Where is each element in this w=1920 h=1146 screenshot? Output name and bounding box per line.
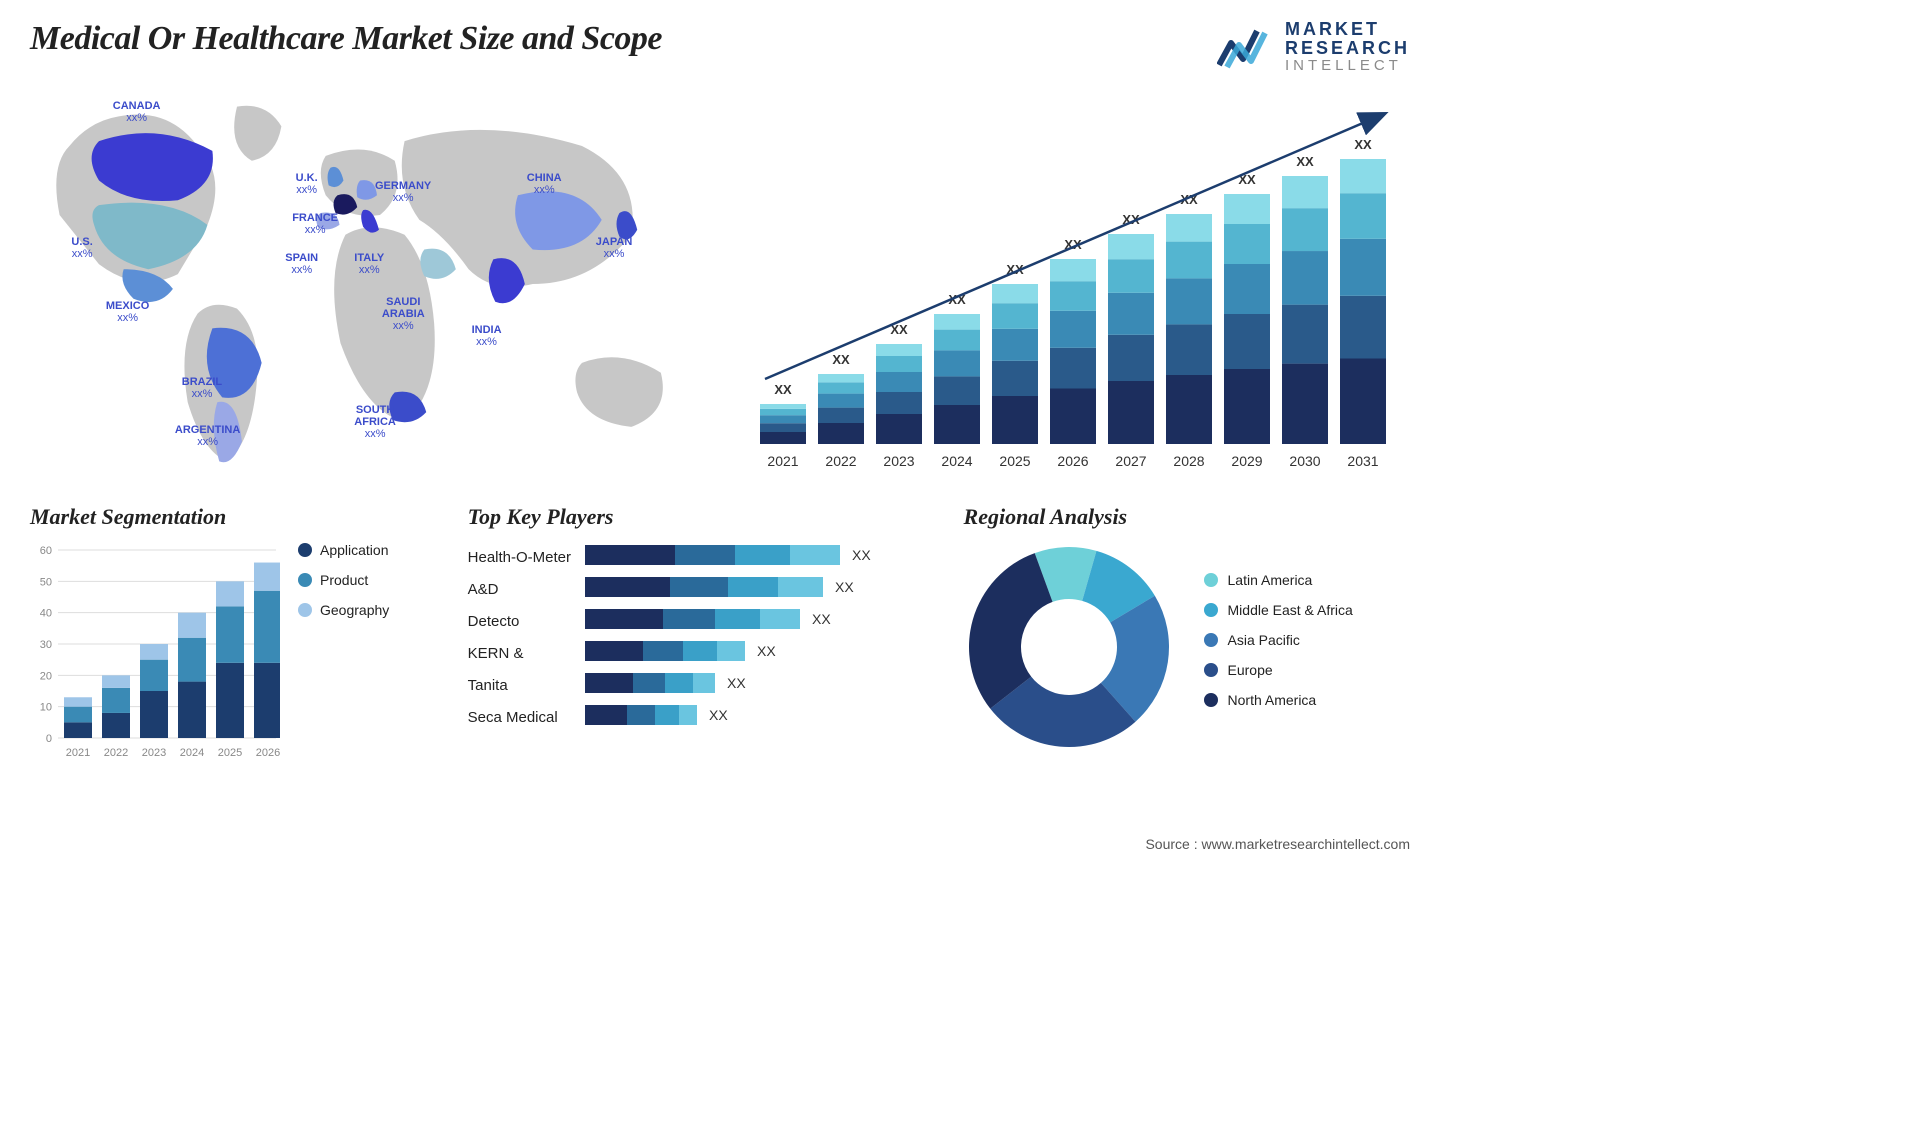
segmentation-section: Market Segmentation 0 10 20 30 40 50 60 2021 202… (30, 504, 438, 762)
svg-text:2026: 2026 (1057, 453, 1088, 469)
svg-text:XX: XX (757, 643, 776, 659)
regional-legend-item: Middle East & Africa (1204, 602, 1353, 618)
svg-text:2021: 2021 (66, 747, 90, 759)
svg-text:20: 20 (40, 670, 52, 682)
svg-text:2022: 2022 (104, 747, 128, 759)
source-attribution: Source : www.marketresearchintellect.com (1145, 836, 1410, 852)
regional-title: Regional Analysis (964, 504, 1410, 530)
svg-text:2022: 2022 (825, 453, 856, 469)
svg-text:2023: 2023 (883, 453, 914, 469)
map-country-label: U.K.xx% (296, 172, 318, 196)
regional-donut (964, 542, 1174, 752)
map-country-label: SOUTHAFRICAxx% (354, 404, 396, 440)
map-country-label: SAUDIARABIAxx% (382, 296, 425, 332)
svg-text:2027: 2027 (1115, 453, 1146, 469)
regional-legend-item: Asia Pacific (1204, 632, 1353, 648)
svg-text:XX: XX (727, 675, 746, 691)
svg-text:XX: XX (709, 707, 728, 723)
segmentation-legend: Application Product Geography (298, 542, 389, 762)
regional-legend-item: Latin America (1204, 572, 1353, 588)
svg-text:XX: XX (1354, 137, 1372, 152)
segmentation-legend-item: Product (298, 572, 389, 588)
player-name: A&D (468, 574, 571, 606)
svg-text:60: 60 (40, 545, 52, 557)
map-country-label: ITALYxx% (354, 252, 384, 276)
logo-line2: RESEARCH (1285, 39, 1410, 58)
player-name: Detecto (468, 606, 571, 638)
map-country-label: CHINAxx% (527, 172, 562, 196)
logo-line1: MARKET (1285, 20, 1410, 39)
players-title: Top Key Players (468, 504, 934, 530)
player-labels: Health-O-MeterA&DDetectoKERN &TanitaSeca… (468, 542, 571, 742)
player-name: Health-O-Meter (468, 542, 571, 574)
svg-text:2025: 2025 (999, 453, 1030, 469)
svg-text:2031: 2031 (1347, 453, 1378, 469)
svg-text:0: 0 (46, 733, 52, 745)
regional-legend: Latin America Middle East & Africa Asia Pa… (1204, 572, 1353, 722)
brand-logo: MARKET RESEARCH INTELLECT (1217, 20, 1410, 74)
segmentation-title: Market Segmentation (30, 504, 438, 530)
logo-line3: INTELLECT (1285, 58, 1410, 74)
page-title: Medical Or Healthcare Market Size and Sc… (30, 20, 662, 58)
player-name: KERN & (468, 638, 571, 670)
svg-text:2029: 2029 (1231, 453, 1262, 469)
segmentation-chart: 0 10 20 30 40 50 60 2021 2022 2023 2024 2025 2026 (30, 542, 280, 762)
svg-text:2024: 2024 (180, 747, 204, 759)
svg-text:XX: XX (774, 382, 792, 397)
svg-text:2023: 2023 (142, 747, 166, 759)
map-country-label: GERMANYxx% (375, 180, 431, 204)
svg-text:2030: 2030 (1289, 453, 1320, 469)
map-country-label: BRAZILxx% (182, 376, 222, 400)
svg-text:XX: XX (812, 611, 831, 627)
regional-legend-item: North America (1204, 692, 1353, 708)
svg-text:XX: XX (832, 352, 850, 367)
map-country-label: ARGENTINAxx% (175, 424, 240, 448)
world-map-panel: CANADAxx% U.S.xx% MEXICOxx% BRAZILxx% ARGENT… (30, 84, 720, 484)
regional-legend-item: Europe (1204, 662, 1353, 678)
svg-text:2025: 2025 (218, 747, 242, 759)
svg-text:40: 40 (40, 607, 52, 619)
player-name: Seca Medical (468, 702, 571, 734)
players-chart: XXXXXXXXXXXX (585, 542, 905, 742)
growth-chart: XX2021XX2022XX2023XX2024XX2025XX2026XX20… (750, 84, 1410, 484)
svg-text:2024: 2024 (941, 453, 972, 469)
map-country-label: CANADAxx% (113, 100, 161, 124)
segmentation-legend-item: Geography (298, 602, 389, 618)
regional-section: Regional Analysis Latin America Middle Ea… (964, 504, 1410, 762)
svg-text:2028: 2028 (1173, 453, 1204, 469)
map-country-label: JAPANxx% (596, 236, 632, 260)
map-country-label: U.S.xx% (71, 236, 92, 260)
map-country-label: INDIAxx% (472, 324, 502, 348)
player-name: Tanita (468, 670, 571, 702)
svg-text:XX: XX (852, 547, 871, 563)
map-country-label: FRANCExx% (292, 212, 338, 236)
segmentation-legend-item: Application (298, 542, 389, 558)
svg-text:2026: 2026 (256, 747, 280, 759)
svg-text:10: 10 (40, 701, 52, 713)
map-country-label: MEXICOxx% (106, 300, 149, 324)
svg-text:30: 30 (40, 639, 52, 651)
svg-text:XX: XX (835, 579, 854, 595)
map-country-label: SPAINxx% (285, 252, 318, 276)
svg-text:XX: XX (1296, 154, 1314, 169)
svg-text:2021: 2021 (767, 453, 798, 469)
players-section: Top Key Players Health-O-MeterA&DDetecto… (468, 504, 934, 762)
svg-text:50: 50 (40, 576, 52, 588)
